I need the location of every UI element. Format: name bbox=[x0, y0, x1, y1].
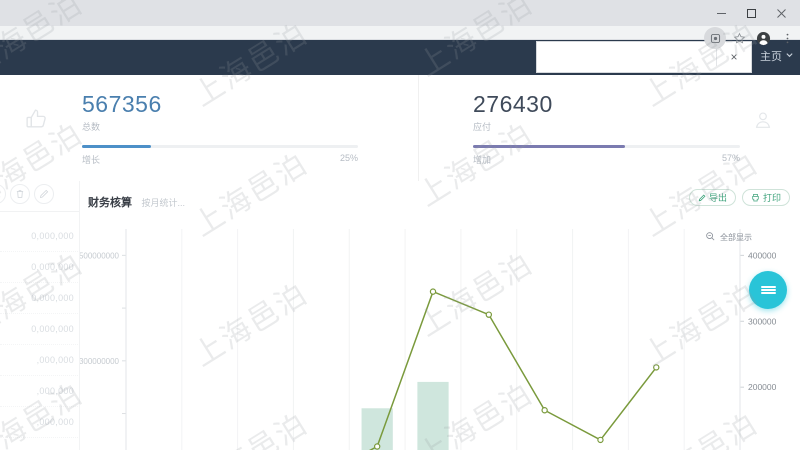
stat-label: 总数 bbox=[82, 122, 101, 132]
thumbs-up-icon bbox=[24, 107, 49, 137]
right-axis-tick-label: 300000 bbox=[748, 316, 777, 326]
progress-percent: 57% bbox=[721, 153, 740, 163]
left-panel-value-list: 0,000,000 0,000,000 0,000,000 0,000,000,000… bbox=[0, 221, 79, 438]
progress-label: 增长 bbox=[82, 155, 101, 165]
chevron-down-icon bbox=[785, 50, 794, 62]
printer-icon bbox=[751, 193, 760, 202]
financial-chart[interactable]: 5000000003000000001000000004000003000002… bbox=[79, 219, 800, 450]
hamburger-menu-icon bbox=[760, 284, 776, 295]
chart-header: 财务核算 按月统计... 导出 bbox=[80, 181, 800, 219]
print-button-label: 打印 bbox=[762, 193, 781, 203]
chart-plot-area[interactable]: 全部显示 50000000030000000010000000040000030… bbox=[79, 219, 800, 450]
left-panel-value: 0,000,000 bbox=[0, 221, 79, 252]
find-bar-divider bbox=[716, 48, 717, 66]
navbar-user-menu[interactable]: 主页 bbox=[760, 48, 794, 64]
window-close-button[interactable] bbox=[766, 1, 796, 25]
account-icon[interactable] bbox=[752, 27, 774, 49]
progress-fill bbox=[473, 145, 626, 148]
pencil-icon bbox=[698, 194, 706, 202]
left-panel-value: ,000,000 bbox=[0, 376, 79, 407]
browser-toolbar bbox=[0, 26, 800, 40]
progress-footer: 增长 25% bbox=[82, 153, 358, 166]
progress-label: 增加 bbox=[473, 155, 492, 165]
show-all-label: 全部显示 bbox=[720, 233, 752, 242]
stats-row: 567356 总数 增长 25% 276430 应付 bbox=[0, 75, 800, 181]
edit-icon[interactable] bbox=[34, 184, 54, 204]
right-axis-tick-label: 200000 bbox=[748, 382, 777, 392]
left-panel-value: 0,000,000 bbox=[0, 314, 79, 345]
left-panel-divider bbox=[0, 211, 79, 212]
progress-percent: 25% bbox=[339, 153, 358, 163]
export-button[interactable]: 导出 bbox=[688, 189, 736, 206]
stat-label: 应付 bbox=[473, 122, 492, 132]
left-panel-value: 0,000,000 bbox=[0, 252, 79, 283]
export-button-label: 导出 bbox=[708, 193, 727, 203]
chart-subtitle: 按月统计... bbox=[141, 198, 185, 208]
window-titlebar bbox=[0, 0, 800, 26]
user-icon bbox=[752, 109, 774, 136]
left-axis-tick-label: 500000000 bbox=[80, 251, 120, 260]
window-controls bbox=[706, 0, 796, 26]
chart-line-marker bbox=[485, 311, 493, 318]
show-all-button[interactable]: 全部显示 bbox=[705, 231, 752, 244]
page-body: 567356 总数 增长 25% 276430 应付 bbox=[0, 75, 800, 450]
left-panel-toolbar bbox=[0, 184, 54, 204]
zoom-out-icon bbox=[705, 231, 716, 244]
chart-line-marker bbox=[373, 443, 381, 450]
browser-toolbar-icons bbox=[704, 26, 798, 50]
chart-line-marker bbox=[429, 288, 437, 295]
right-axis-tick-label: 400000 bbox=[748, 250, 777, 260]
trash-icon[interactable] bbox=[10, 184, 30, 204]
floating-menu-button[interactable] bbox=[749, 271, 787, 309]
window-minimize-button[interactable] bbox=[706, 1, 736, 25]
navbar-user-label: 主页 bbox=[760, 51, 782, 63]
left-panel-value: ,000,000 bbox=[0, 407, 79, 438]
left-side-panel: 0,000,000 0,000,000 0,000,000 0,000,000,000… bbox=[0, 181, 80, 450]
chart-line-marker bbox=[597, 436, 604, 444]
kebab-menu-icon[interactable] bbox=[776, 27, 798, 49]
progress-fill bbox=[82, 145, 151, 148]
stat-value: 276430 bbox=[473, 91, 553, 117]
find-input[interactable] bbox=[537, 42, 716, 72]
left-panel-value: 0,000,000 bbox=[0, 283, 79, 314]
find-bar[interactable]: × bbox=[536, 41, 752, 73]
stat-card-total: 567356 总数 增长 25% bbox=[0, 75, 418, 181]
extension-icon[interactable] bbox=[704, 27, 726, 49]
chart-actions: 导出 打印 bbox=[688, 189, 790, 206]
progress-track bbox=[82, 145, 358, 148]
print-button[interactable]: 打印 bbox=[741, 189, 790, 206]
chart-bar bbox=[361, 408, 393, 450]
right-axis-tick-label: 100000 bbox=[748, 448, 777, 450]
chart-panel: 财务核算 按月统计... 导出 bbox=[79, 181, 800, 450]
stat-card-payable: 276430 应付 增加 57% bbox=[418, 75, 800, 181]
window-maximize-button[interactable] bbox=[736, 1, 766, 25]
chart-line-marker bbox=[653, 364, 660, 371]
chart-title: 财务核算 bbox=[88, 197, 132, 209]
left-axis-tick-label: 300000000 bbox=[80, 357, 120, 366]
find-bar-close-button[interactable]: × bbox=[730, 50, 738, 64]
chart-line-marker bbox=[541, 407, 548, 414]
stat-value: 567356 bbox=[82, 91, 162, 117]
progress-footer: 增加 57% bbox=[473, 153, 740, 166]
chart-bar bbox=[417, 381, 449, 450]
progress-track bbox=[473, 145, 740, 148]
star-icon[interactable] bbox=[728, 27, 750, 49]
share-icon[interactable] bbox=[0, 184, 6, 204]
left-panel-value: ,000,000 bbox=[0, 345, 79, 376]
